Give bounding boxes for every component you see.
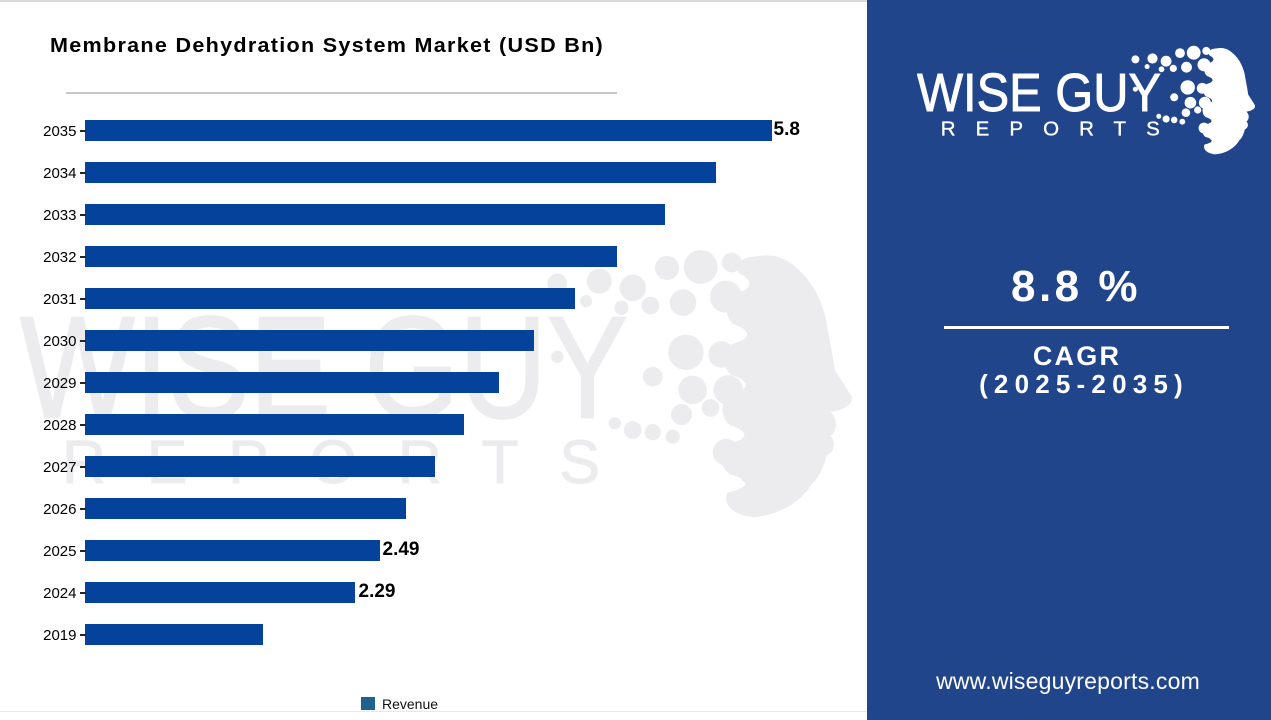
svg-text:WISE GUY: WISE GUY	[917, 63, 1161, 123]
